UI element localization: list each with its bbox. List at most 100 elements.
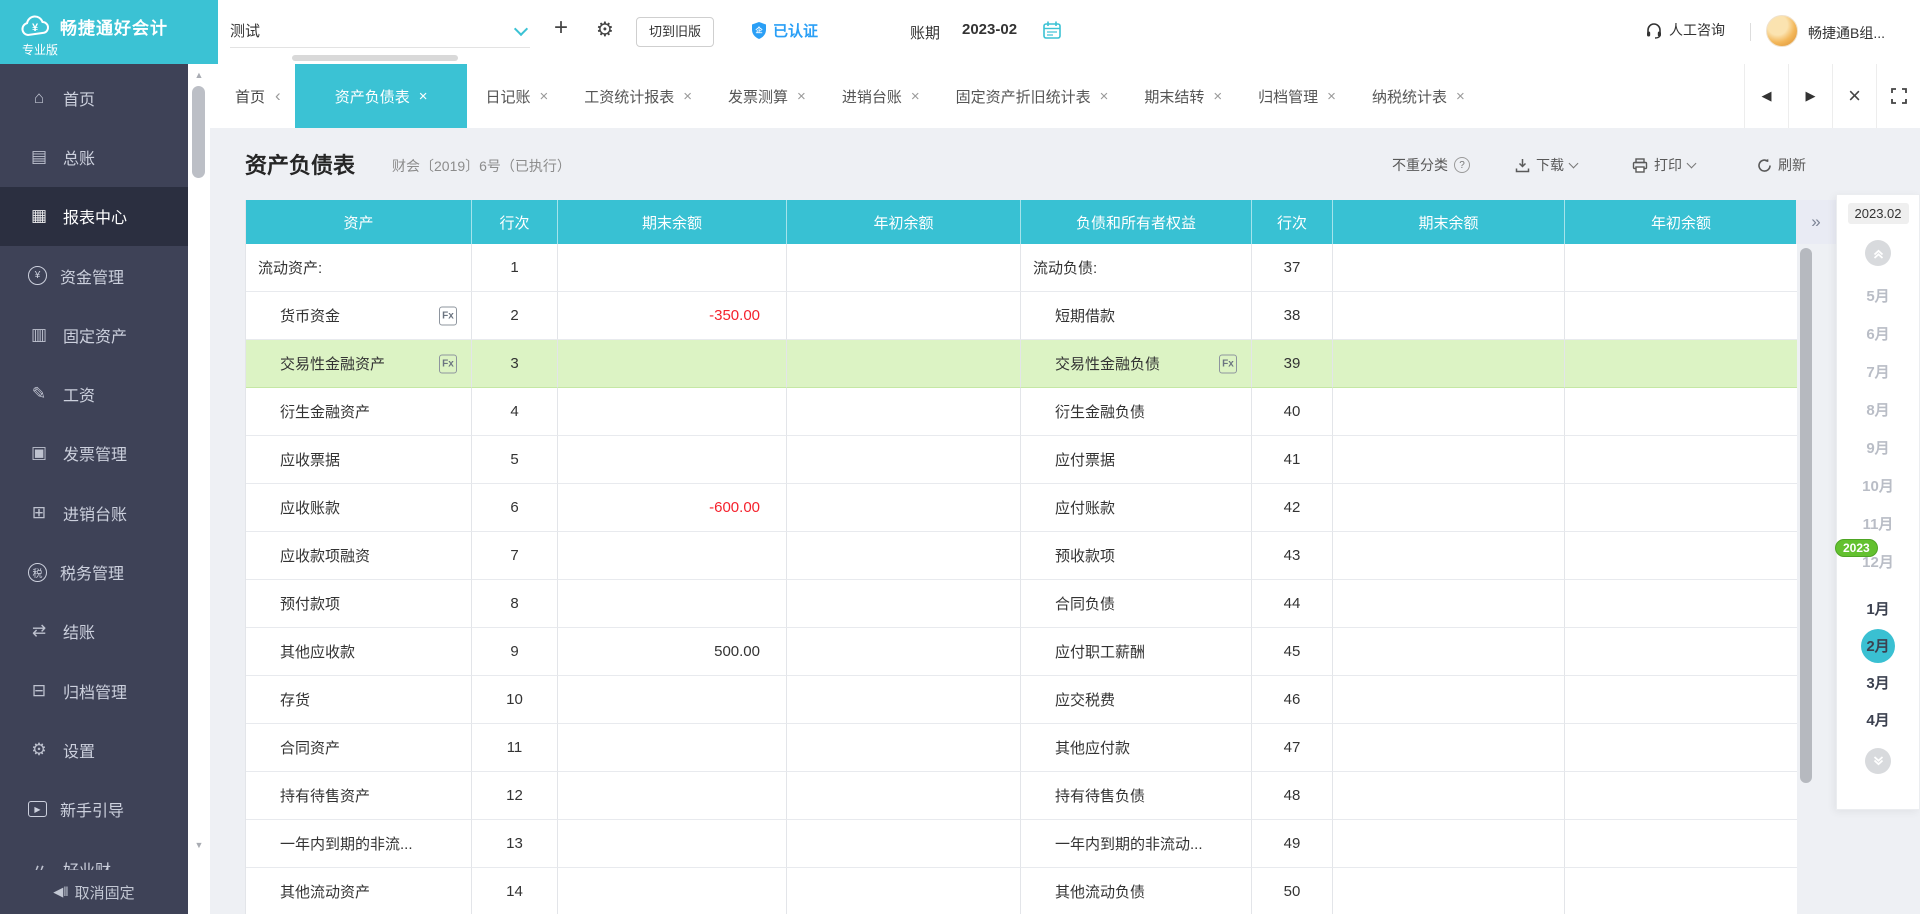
tab-close-icon[interactable]: × [683, 87, 693, 105]
tab-纳税统计表[interactable]: 纳税统计表 × [1354, 64, 1483, 128]
scroll-up-arrow-icon[interactable]: ▲ [194, 70, 204, 80]
tab-close-icon[interactable]: × [1213, 87, 1223, 105]
sidebar-item-label: 固定资产 [63, 328, 128, 346]
live-support-button[interactable]: 人工咨询 [1645, 20, 1725, 40]
month-item-2月[interactable]: 2月 [1837, 627, 1919, 664]
sidebar-item-payroll[interactable]: ✎ 工资 [0, 364, 188, 423]
sidebar-item-invoice[interactable]: ▣ 发票管理 [0, 424, 188, 483]
close-all-tabs-button[interactable]: × [1832, 64, 1876, 128]
table-row: 流动资产: 1 流动负债: 37 [246, 244, 1797, 292]
cell-liability-name: 短期借款 [1021, 292, 1252, 340]
tab-期末结转[interactable]: 期末结转 × [1126, 64, 1240, 128]
formula-fx-icon[interactable]: Fx [1219, 354, 1237, 373]
tab-scroll-right-button[interactable]: ▶ [1788, 64, 1832, 128]
cell-liability-beginning-balance [1565, 868, 1797, 914]
download-button[interactable]: 下载 [1515, 155, 1579, 175]
help-icon[interactable]: ? [1454, 157, 1470, 173]
month-item-12月[interactable]: 12月 [1862, 553, 1894, 571]
svg-text:企: 企 [755, 26, 764, 35]
tab-日记账[interactable]: 日记账 × [467, 64, 566, 128]
topbar-divider [1750, 23, 1751, 41]
tab-home[interactable]: 首页 ‹ [235, 64, 295, 128]
reclassify-toggle[interactable]: 不重分类 ? [1392, 155, 1470, 175]
current-year-months: 1月 2月 3月 4月 [1837, 590, 1919, 738]
tab-close-icon[interactable]: × [1455, 87, 1465, 105]
unpin-sidebar-button[interactable]: ◀‖ 取消固定 [0, 870, 188, 914]
cell-asset-beginning-balance [787, 436, 1021, 484]
tab-close-icon[interactable]: × [910, 87, 920, 105]
month-item-8月[interactable]: 8月 [1866, 401, 1890, 419]
tab-资产负债表[interactable]: 资产负债表 × [294, 64, 468, 128]
tab-归档管理[interactable]: 归档管理 × [1240, 64, 1354, 128]
months-scroll-up-button[interactable] [1865, 240, 1891, 266]
refresh-button[interactable]: 刷新 [1757, 155, 1806, 175]
account-name[interactable]: 测试 [230, 23, 261, 40]
chevron-down-icon[interactable] [513, 21, 529, 37]
cell-asset-beginning-balance [787, 484, 1021, 532]
sidebar-item-fixed-assets[interactable]: ▥ 固定资产 [0, 305, 188, 364]
switch-old-version-button[interactable]: 切到旧版 [636, 17, 715, 47]
tab-scroll-left-button[interactable]: ◀ [1744, 64, 1788, 128]
sidebar-item-home[interactable]: ⌂ 首页 [0, 68, 188, 127]
print-button[interactable]: 打印 [1632, 155, 1697, 175]
tab-进销台账[interactable]: 进销台账 × [824, 64, 938, 128]
tab-close-icon[interactable]: × [1099, 87, 1109, 105]
trade-grid-icon: ⊞ [31, 502, 47, 522]
month-item-6月[interactable]: 6月 [1866, 325, 1890, 343]
tab-发票测算[interactable]: 发票测算 × [710, 64, 824, 128]
sidebar-item-report-center[interactable]: ▦ 报表中心 [0, 186, 188, 246]
sidebar-item-archive[interactable]: ⊟ 归档管理 [0, 661, 188, 720]
period-label: 账期 [910, 25, 941, 42]
months-scroll-down-button[interactable] [1865, 748, 1891, 774]
user-name[interactable]: 畅捷通B组... [1808, 25, 1886, 41]
month-item-9月[interactable]: 9月 [1866, 439, 1890, 457]
sidebar-item-funds[interactable]: ¥ 资金管理 [0, 246, 188, 305]
calendar-icon[interactable] [1042, 20, 1062, 40]
sidebar-item-closing[interactable]: ⇄ 结账 [0, 602, 188, 661]
tab-close-icon[interactable]: × [797, 87, 806, 105]
month-item-11月[interactable]: 11月 [1862, 515, 1894, 533]
cell-asset-name: 交易性金融资产 Fx [246, 340, 472, 388]
certified-badge[interactable]: 企 已认证 [750, 20, 818, 41]
month-item-1月[interactable]: 1月 [1866, 601, 1890, 618]
sidebar-item-tax[interactable]: 税税务管理 [0, 542, 188, 601]
tab-固定资产折旧统计表[interactable]: 固定资产折旧统计表 × [938, 64, 1127, 128]
cell-liability-ending-balance [1333, 820, 1565, 868]
month-item-3月[interactable]: 3月 [1866, 675, 1890, 692]
sidebar-item-general-ledger[interactable]: ▤ 总账 [0, 127, 188, 186]
sidebar-item-trade-ledger[interactable]: ⊞ 进销台账 [0, 483, 188, 542]
formula-fx-icon[interactable]: Fx [439, 306, 457, 325]
cell-asset-beginning-balance [787, 628, 1021, 676]
tab-scrollbar[interactable] [292, 55, 458, 61]
add-button[interactable]: + [554, 14, 569, 41]
sidebar-scrollbar-thumb[interactable] [192, 86, 205, 178]
sidebar-scrollbar[interactable]: ▲ ▼ [188, 64, 210, 914]
chevron-left-icon[interactable]: ‹ [275, 86, 281, 105]
tab-close-icon[interactable]: × [539, 87, 549, 105]
tab-工资统计报表[interactable]: 工资统计报表 × [566, 64, 710, 128]
cell-liability-beginning-balance [1565, 532, 1797, 580]
avatar[interactable] [1766, 15, 1798, 47]
fullscreen-icon[interactable] [1876, 64, 1920, 128]
app-logo-block: ¥ 畅捷通好会计 专业版 [0, 0, 218, 64]
scroll-down-arrow-icon[interactable]: ▼ [194, 840, 204, 850]
sidebar-item-guide[interactable]: ▶ 新手引导 [0, 780, 188, 839]
sidebar-item-settings[interactable]: ⚙ 设置 [0, 720, 188, 779]
month-item-5月[interactable]: 5月 [1866, 287, 1890, 305]
month-item-7月[interactable]: 7月 [1866, 363, 1890, 381]
table-scrollbar-thumb[interactable] [1800, 248, 1812, 783]
current-period-chip: 2023.02 [1847, 203, 1909, 224]
formula-fx-icon[interactable]: Fx [439, 354, 457, 373]
gear-icon[interactable]: ⚙ [596, 19, 614, 41]
tab-close-icon[interactable]: × [418, 87, 428, 105]
expand-panel-button[interactable]: » [1796, 200, 1836, 244]
certified-label: 已认证 [773, 23, 819, 40]
month-item-10月[interactable]: 10月 [1862, 477, 1894, 495]
tab-close-icon[interactable]: × [1327, 87, 1336, 105]
month-item-4月[interactable]: 4月 [1866, 712, 1890, 729]
report-content: 资产负债表 财会〔2019〕6号（已执行） 不重分类 ? 下载 打印 刷新 资产… [210, 128, 1920, 914]
cell-asset-name: 应收票据 [246, 436, 472, 484]
play-box-icon: ▶ [28, 801, 47, 818]
period-value[interactable]: 2023-02 [962, 21, 1018, 38]
cell-asset-line-no: 1 [472, 244, 558, 292]
